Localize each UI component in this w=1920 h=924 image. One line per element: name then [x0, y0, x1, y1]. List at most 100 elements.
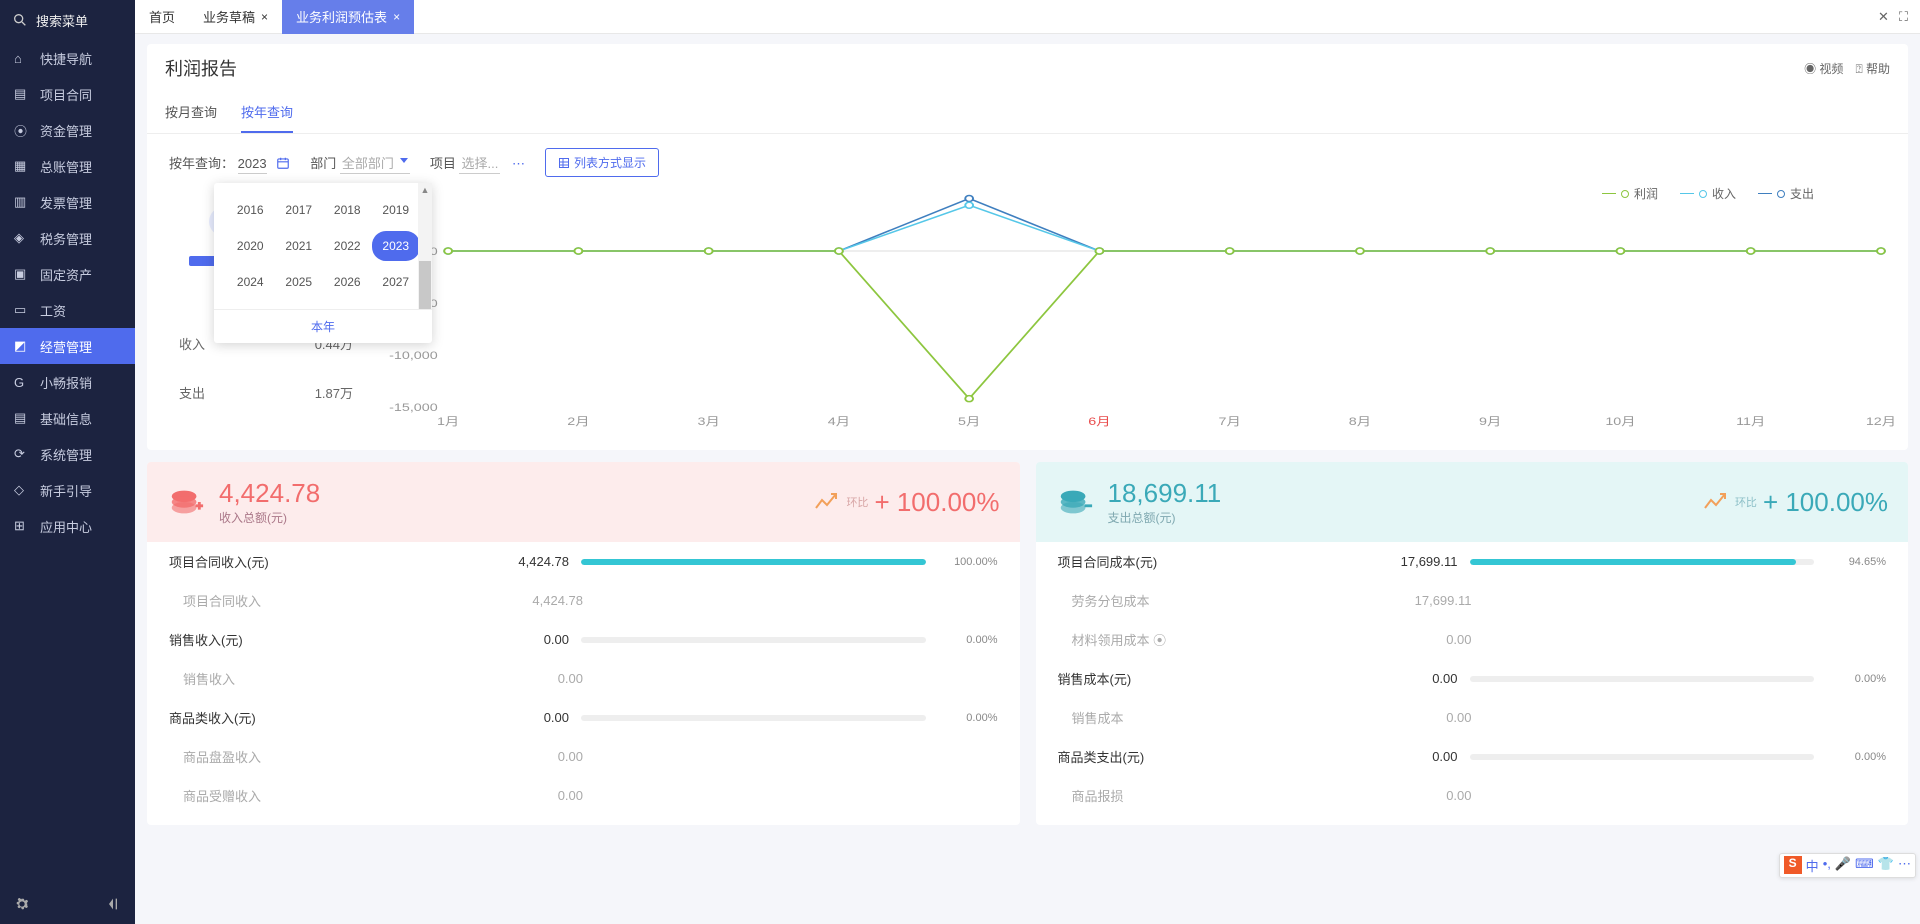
detail-row: 商品类支出(元)0.000.00% — [1036, 737, 1909, 776]
expense-sub: 支出总额(元) — [1108, 509, 1222, 526]
sidebar-item-6[interactable]: ▣固定资产 — [0, 256, 135, 292]
table-mode-button[interactable]: 列表方式显示 — [545, 148, 659, 177]
svg-text:-10,000: -10,000 — [389, 349, 438, 362]
sidebar-item-13[interactable]: ⊞ 应用中心 — [0, 508, 135, 544]
legend-item[interactable]: 收入 — [1680, 185, 1736, 202]
year-cell-2019[interactable]: 2019 — [372, 195, 421, 225]
year-cell-2021[interactable]: 2021 — [275, 231, 324, 261]
collapse-icon[interactable] — [105, 896, 121, 912]
subtab-1[interactable]: 按年查询 — [241, 92, 293, 133]
year-cell-2017[interactable]: 2017 — [275, 195, 324, 225]
year-cell-2022[interactable]: 2022 — [323, 231, 372, 261]
sidebar-item-1[interactable]: ▤项目合同 — [0, 76, 135, 112]
year-cell-2023[interactable]: 2023 — [372, 231, 421, 261]
settings-icon[interactable] — [14, 896, 30, 912]
proj-label: 项目 — [430, 156, 456, 171]
proj-more-icon[interactable]: ⋯ — [512, 156, 525, 171]
detail-label: 商品报损 — [1072, 786, 1312, 805]
svg-text:6月: 6月 — [1088, 415, 1110, 428]
year-picker-scrollbar[interactable]: ▲▼ — [418, 183, 432, 309]
detail-row: 商品报损0.00 — [1036, 776, 1909, 815]
sidebar-item-5[interactable]: ◈税务管理 — [0, 220, 135, 256]
sidebar-item-7[interactable]: ▭工资 — [0, 292, 135, 328]
year-cell-2020[interactable]: 2020 — [226, 231, 275, 261]
detail-value: 4,424.78 — [409, 554, 569, 569]
detail-bar — [581, 637, 926, 643]
tab-close-all-icon[interactable]: ✕ — [1878, 9, 1889, 25]
svg-text:-15,000: -15,000 — [389, 401, 438, 414]
sidebar-item-11[interactable]: ⟳系统管理 — [0, 436, 135, 472]
detail-bar — [581, 559, 926, 565]
sidebar-item-4[interactable]: ▥发票管理 — [0, 184, 135, 220]
legend-item[interactable]: 支出 — [1758, 185, 1814, 202]
sidebar-item-9[interactable]: G小畅报销 — [0, 364, 135, 400]
tab-label: 首页 — [149, 7, 175, 26]
detail-value: 0.00 — [409, 710, 569, 725]
sidebar-item-label: 基础信息 — [40, 409, 92, 428]
legend-item[interactable]: 利润 — [1602, 185, 1658, 202]
legend-label: 收入 — [1712, 185, 1736, 202]
sidebar-item-2[interactable]: ⦿资金管理 — [0, 112, 135, 148]
year-input[interactable]: 2023 — [238, 154, 267, 174]
detail-row: 项目合同成本(元)17,699.1194.65% — [1036, 542, 1909, 581]
expense-total: 18,699.11 — [1108, 478, 1222, 509]
tab-2[interactable]: 业务利润预估表× — [282, 0, 414, 34]
kpi-income-card: 4,424.78 收入总额(元) 环比 + 100.00% 项目合同收入(元)4… — [147, 462, 1020, 825]
detail-label: 项目合同成本(元) — [1058, 552, 1298, 571]
sidebar-search[interactable]: 搜索菜单 — [0, 0, 135, 40]
sidebar-item-0[interactable]: ⌂快捷导航 — [0, 40, 135, 76]
year-picker-current[interactable]: 本年 — [214, 309, 432, 343]
detail-label: 销售收入(元) — [169, 630, 409, 649]
sidebar-icon: ▤ — [14, 86, 32, 102]
calendar-icon[interactable] — [276, 156, 290, 170]
sidebar-icon: ◇ — [14, 482, 32, 498]
sidebar-item-3[interactable]: ▦总账管理 — [0, 148, 135, 184]
year-cell-2018[interactable]: 2018 — [323, 195, 372, 225]
tab-close-icon[interactable]: × — [261, 10, 268, 24]
metric-label: 支出 — [179, 383, 205, 402]
sidebar-item-label: 应用中心 — [40, 517, 92, 536]
detail-label: 劳务分包成本 — [1072, 591, 1312, 610]
detail-label: 项目合同收入 — [183, 591, 423, 610]
detail-value: 0.00 — [409, 632, 569, 647]
detail-pct: 0.00% — [938, 634, 998, 646]
detail-value: 0.00 — [1312, 710, 1472, 725]
sidebar-item-12[interactable]: ◇新手引导 — [0, 472, 135, 508]
sidebar-item-label: 工资 — [40, 301, 66, 320]
help-video[interactable]: ◉ 视频 — [1804, 60, 1843, 77]
tab-close-icon[interactable]: × — [393, 10, 400, 24]
detail-row: 项目合同收入4,424.78 — [147, 581, 1020, 620]
tab-1[interactable]: 业务草稿× — [189, 0, 282, 34]
fullscreen-icon[interactable]: ⛶ — [1899, 9, 1908, 25]
svg-text:2月: 2月 — [567, 415, 589, 428]
sidebar-item-label: 税务管理 — [40, 229, 92, 248]
detail-label: 材料领用成本 ⦿ — [1072, 630, 1312, 649]
year-cell-2027[interactable]: 2027 — [372, 267, 421, 297]
detail-pct: 100.00% — [938, 556, 998, 568]
detail-bar — [581, 715, 926, 721]
help-link[interactable]: ⍰ 帮助 — [1855, 60, 1890, 77]
ime-toolbar[interactable]: S 中•,🎤⌨👕⋯ — [1779, 853, 1916, 878]
svg-text:4月: 4月 — [828, 415, 850, 428]
expense-trend: + 100.00% — [1763, 487, 1888, 518]
year-cell-2026[interactable]: 2026 — [323, 267, 372, 297]
year-cell-2025[interactable]: 2025 — [275, 267, 324, 297]
sidebar-search-label: 搜索菜单 — [36, 11, 88, 30]
detail-pct: 0.00% — [1826, 751, 1886, 763]
svg-text:3月: 3月 — [697, 415, 719, 428]
subtab-0[interactable]: 按月查询 — [165, 92, 217, 133]
page-title: 利润报告 — [165, 55, 237, 81]
detail-label: 项目合同收入(元) — [169, 552, 409, 571]
detail-value: 0.00 — [1312, 788, 1472, 803]
year-cell-2016[interactable]: 2016 — [226, 195, 275, 225]
detail-pct: 0.00% — [938, 712, 998, 724]
tab-0[interactable]: 首页 — [135, 0, 189, 34]
dept-select[interactable]: 全部部门 — [340, 154, 410, 174]
year-cell-2024[interactable]: 2024 — [226, 267, 275, 297]
sidebar-icon: ⊞ — [14, 518, 32, 534]
sidebar-item-8[interactable]: ◩经营管理 — [0, 328, 135, 364]
sidebar-item-10[interactable]: ▤基础信息 — [0, 400, 135, 436]
svg-text:10月: 10月 — [1605, 415, 1635, 428]
legend-label: 支出 — [1790, 185, 1814, 202]
proj-select[interactable]: 选择... — [459, 154, 500, 174]
